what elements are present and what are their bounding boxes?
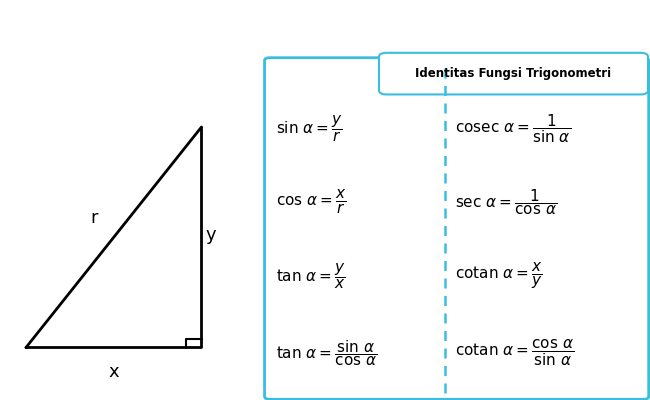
FancyBboxPatch shape: [379, 53, 648, 94]
Text: r: r: [90, 209, 98, 227]
FancyBboxPatch shape: [265, 58, 649, 399]
Text: $\mathrm{cotan}\ \alpha = \dfrac{x}{y}$: $\mathrm{cotan}\ \alpha = \dfrac{x}{y}$: [455, 261, 543, 291]
Text: Kumpulan Rumus Trigonometri: Kumpulan Rumus Trigonometri: [165, 15, 485, 35]
Text: y: y: [206, 226, 216, 244]
Text: $\mathrm{sin}\ \alpha = \dfrac{y}{r}$: $\mathrm{sin}\ \alpha = \dfrac{y}{r}$: [276, 113, 343, 144]
Text: $\mathrm{cosec}\ \alpha = \dfrac{1}{\mathrm{sin}\ \alpha}$: $\mathrm{cosec}\ \alpha = \dfrac{1}{\mat…: [455, 112, 571, 145]
Text: x: x: [109, 363, 119, 381]
Text: $\mathrm{tan}\ \alpha = \dfrac{y}{x}$: $\mathrm{tan}\ \alpha = \dfrac{y}{x}$: [276, 261, 346, 291]
Text: $\mathrm{cos}\ \alpha = \dfrac{x}{r}$: $\mathrm{cos}\ \alpha = \dfrac{x}{r}$: [276, 188, 347, 216]
Text: $\mathrm{sec}\ \alpha = \dfrac{1}{\mathrm{cos}\ \alpha}$: $\mathrm{sec}\ \alpha = \dfrac{1}{\mathr…: [455, 187, 557, 217]
Text: $\mathrm{tan}\ \alpha = \dfrac{\mathrm{sin}\ \alpha}{\mathrm{cos}\ \alpha}$: $\mathrm{tan}\ \alpha = \dfrac{\mathrm{s…: [276, 338, 378, 368]
Text: Identitas Fungsi Trigonometri: Identitas Fungsi Trigonometri: [415, 67, 612, 80]
Text: $\mathrm{cotan}\ \alpha = \dfrac{\mathrm{cos}\ \alpha}{\mathrm{sin}\ \alpha}$: $\mathrm{cotan}\ \alpha = \dfrac{\mathrm…: [455, 338, 574, 368]
